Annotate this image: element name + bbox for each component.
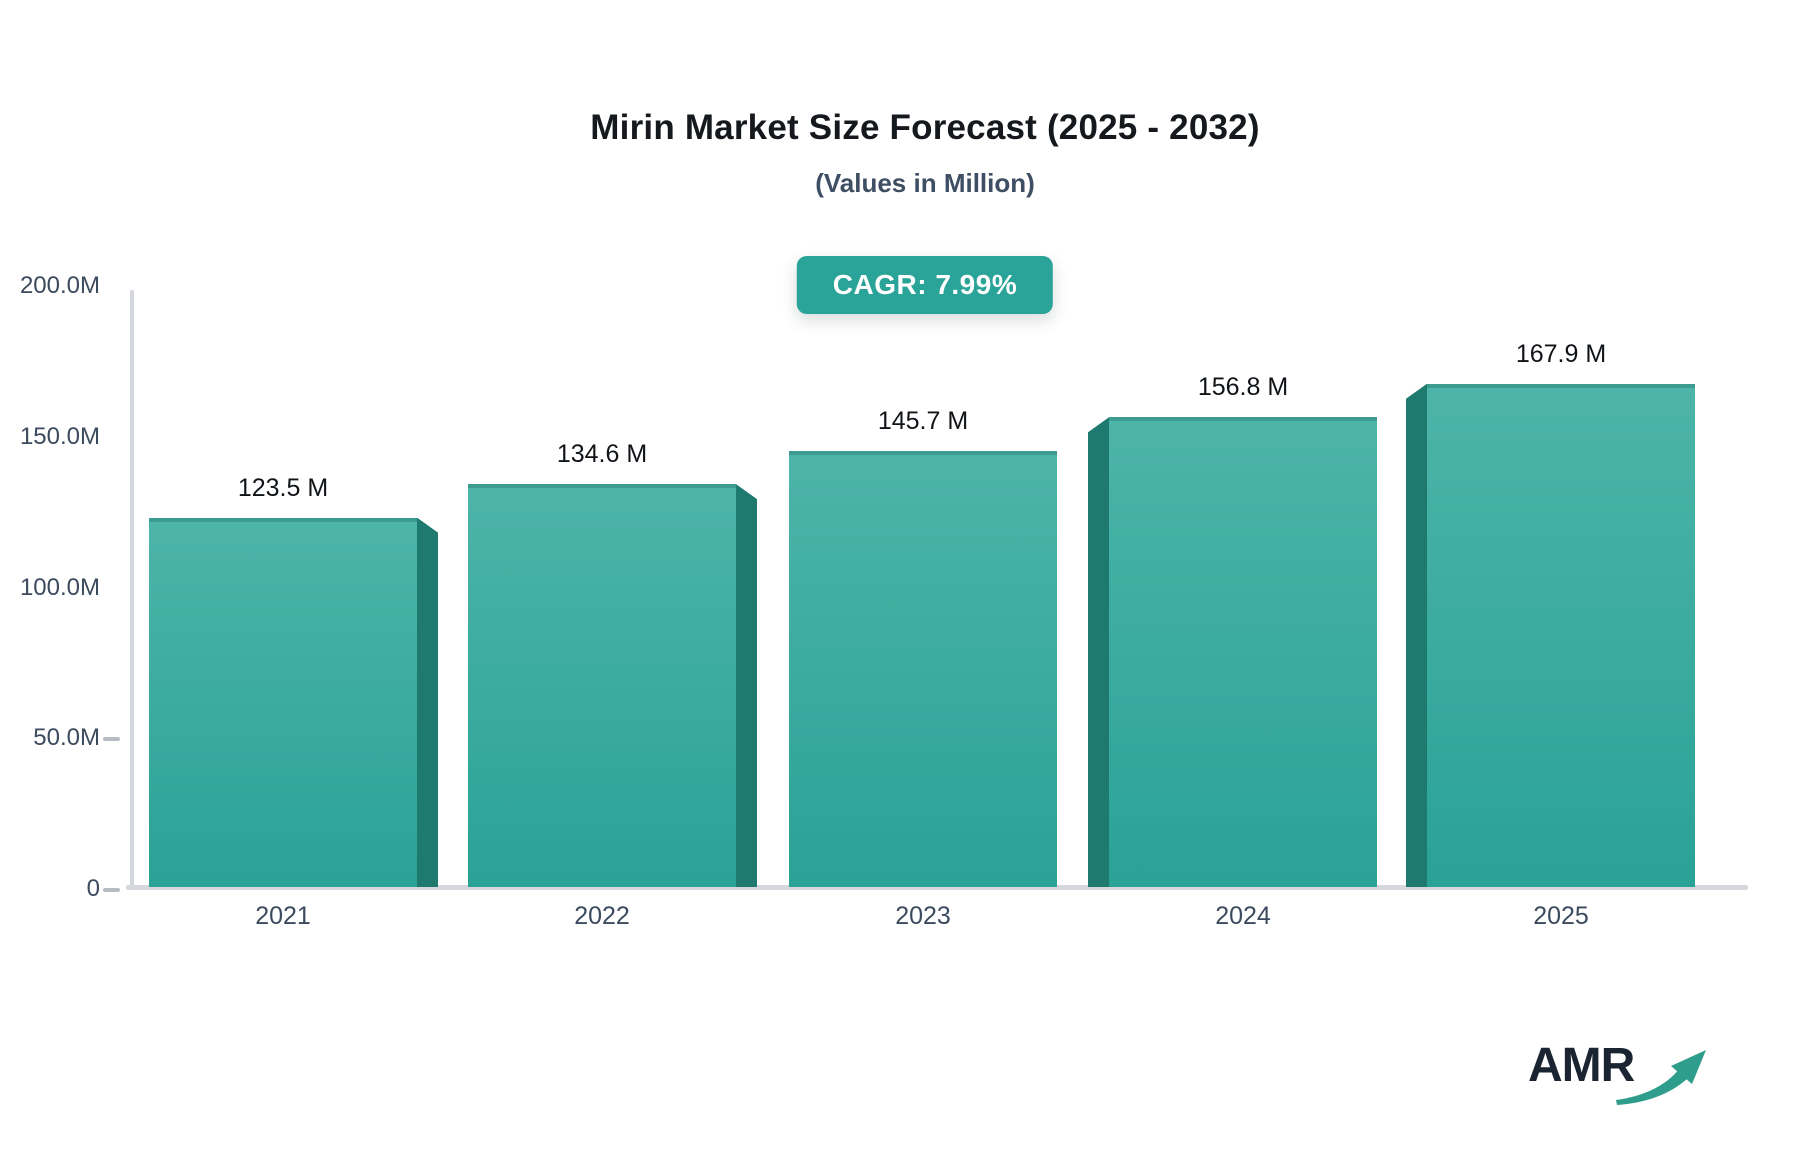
bar-2021 xyxy=(149,517,417,887)
page-subtitle: (Values in Million) xyxy=(815,168,1035,198)
amr-logo: AMR xyxy=(1528,1038,1718,1108)
y-axis-line xyxy=(130,290,134,890)
amr-logo-text: AMR xyxy=(1528,1039,1635,1092)
x-tick-label-2021: 2021 xyxy=(255,902,311,930)
bar-value-label: 167.9 M xyxy=(1515,339,1607,368)
bar-2024 xyxy=(1109,417,1377,887)
bar-2023 xyxy=(789,450,1057,887)
y-tick-label: 0 xyxy=(86,875,100,902)
x-axis-line xyxy=(126,885,1748,890)
bar-value-label: 145.7 M xyxy=(877,406,969,435)
growth-arrow-icon xyxy=(1616,1050,1706,1105)
bar-value-label: 123.5 M xyxy=(237,473,329,502)
y-tick-label: 200.0M xyxy=(19,272,100,299)
bar-2025-side-panel xyxy=(1406,383,1427,887)
bar-2021-side-panel xyxy=(417,517,438,887)
bar-value-label: 156.8 M xyxy=(1197,373,1289,402)
y-tick-dash xyxy=(103,737,120,742)
cagr-badge-label: CAGR: 7.99% xyxy=(832,269,1018,300)
bar-2025 xyxy=(1427,383,1695,887)
x-tick-label-2025: 2025 xyxy=(1533,902,1589,930)
y-tick-label: 150.0M xyxy=(19,422,100,450)
bar-value-label: 134.6 M xyxy=(556,440,648,469)
bar-2022 xyxy=(468,484,736,887)
page-title: Mirin Market Size Forecast (2025 - 2032) xyxy=(590,108,1260,147)
x-tick-label-2023: 2023 xyxy=(895,902,951,930)
bar-2024-side-panel xyxy=(1088,417,1109,887)
y-tick-label: 100.0M xyxy=(19,573,100,601)
y-tick-dash xyxy=(103,888,120,892)
x-tick-label-2022: 2022 xyxy=(574,902,630,930)
x-tick-label-2024: 2024 xyxy=(1215,902,1271,930)
bar-2022-side-panel xyxy=(736,484,757,887)
y-tick-label: 50.0M xyxy=(33,724,100,752)
cagr-badge: CAGR: 7.99% xyxy=(796,256,1054,314)
